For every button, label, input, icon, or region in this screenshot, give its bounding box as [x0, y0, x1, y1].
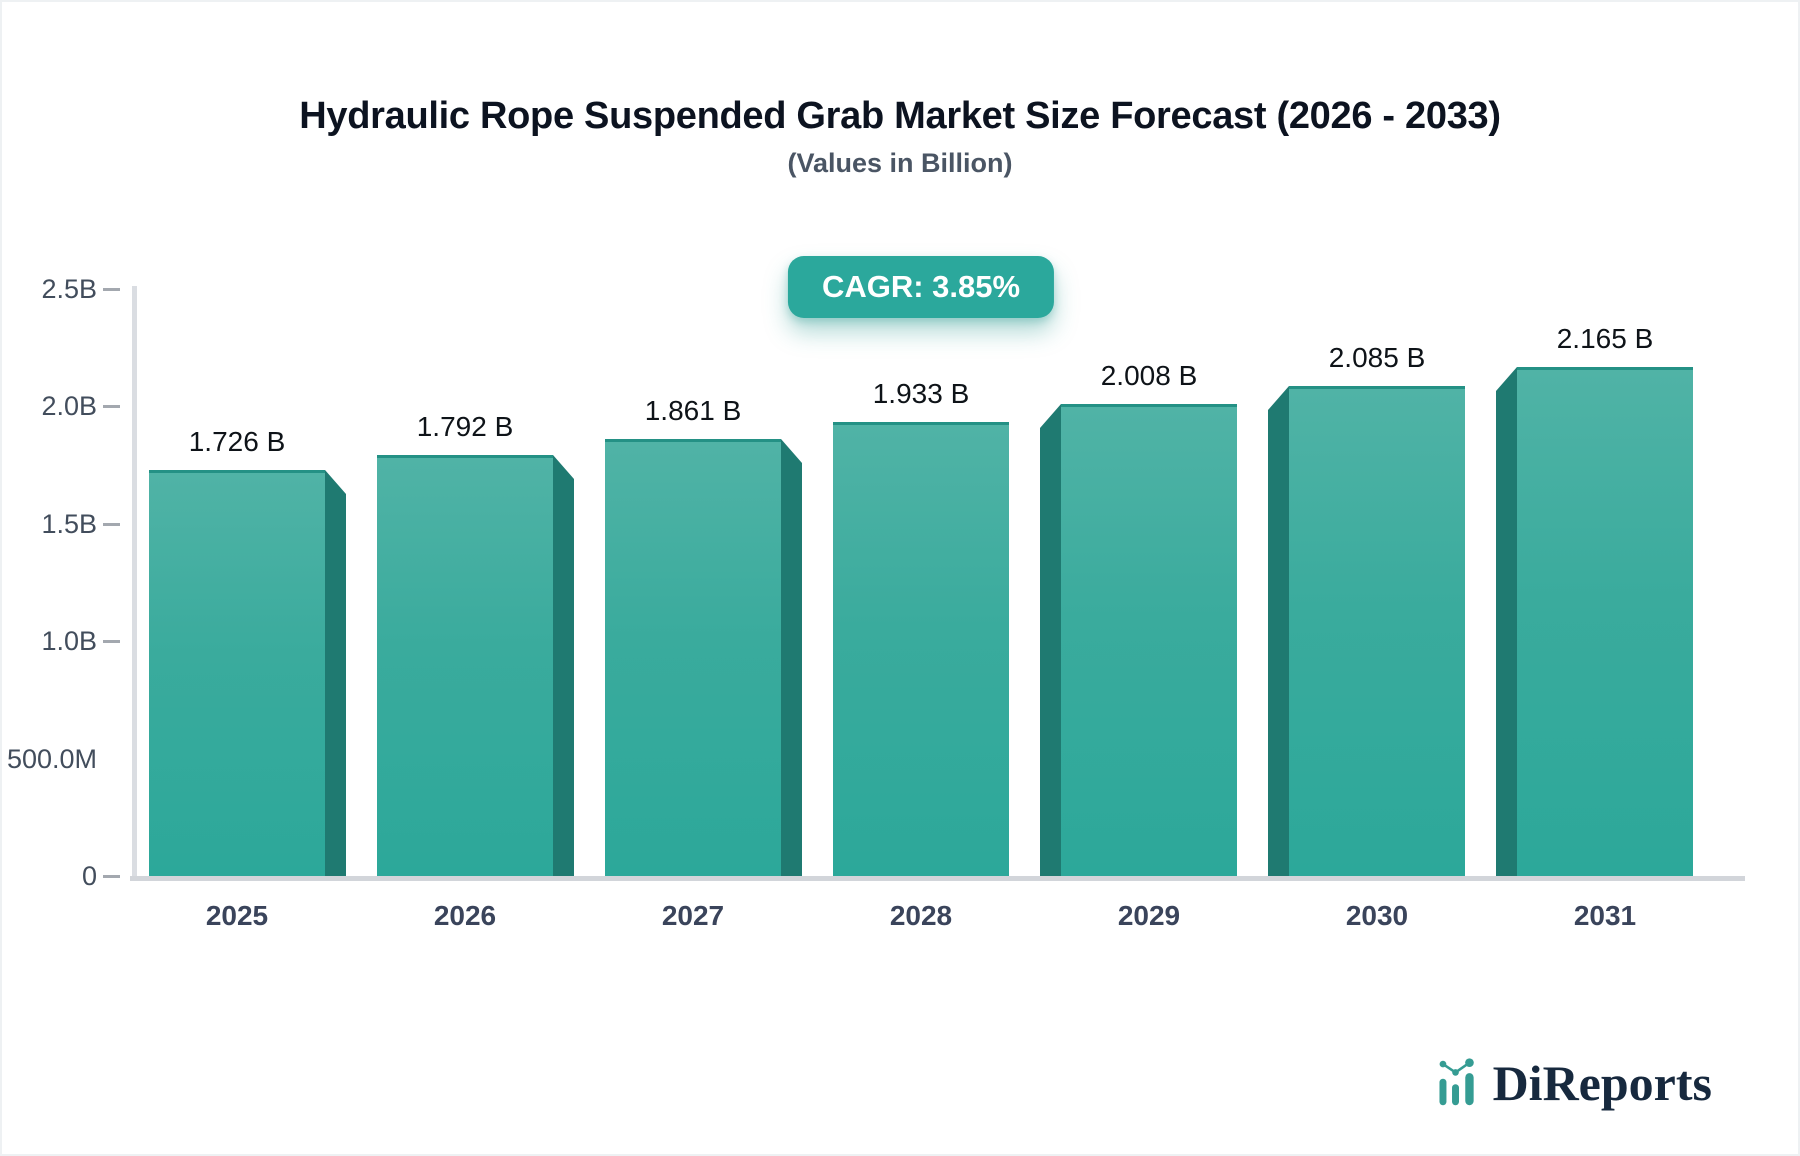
bar-2027[interactable]	[605, 439, 781, 876]
bar-value-label: 1.861 B	[644, 395, 742, 426]
y-tick-mark	[103, 640, 120, 643]
x-axis-label-2028: 2028	[889, 900, 953, 931]
y-axis-line	[132, 286, 137, 878]
x-axis-label-2026: 2026	[433, 900, 497, 931]
bar-2025[interactable]	[149, 470, 325, 876]
bar-2026[interactable]	[377, 455, 553, 876]
y-tick-mark	[103, 405, 120, 408]
bar-2029[interactable]	[1061, 404, 1237, 876]
y-tick-mark	[103, 287, 120, 291]
bar-2028[interactable]	[833, 422, 1009, 876]
y-tick-mark	[103, 522, 120, 526]
bar-value-label: 1.933 B	[872, 378, 970, 409]
cagr-badge: CAGR: 3.85%	[787, 256, 1055, 318]
bar-value-label: 2.085 B	[1328, 342, 1426, 373]
x-axis-label-2025: 2025	[205, 900, 269, 931]
y-tick-label: 1.5B	[41, 508, 97, 539]
y-tick-label: 0	[81, 861, 97, 891]
bar-side-2031	[1496, 367, 1517, 876]
y-tick-label: 2.0B	[41, 391, 97, 421]
bar-side-2026	[553, 455, 574, 876]
cagr-badge-label: CAGR: 3.85%	[821, 269, 1021, 304]
brand-logo-icon	[1439, 1058, 1474, 1106]
x-axis-label-2029: 2029	[1117, 900, 1181, 931]
y-tick-mark	[103, 875, 120, 878]
bar-side-2029	[1040, 404, 1061, 876]
x-axis-line	[130, 876, 1745, 881]
chart-subtitle: (Values in Billion)	[787, 148, 1013, 178]
bar-side-2025	[325, 470, 346, 876]
y-tick-label: 2.5B	[41, 273, 97, 304]
bar-2030[interactable]	[1289, 386, 1465, 876]
bar-side-2030	[1268, 386, 1289, 876]
y-tick-label: 500.0M	[6, 743, 97, 774]
bar-2031[interactable]	[1517, 367, 1693, 876]
bar-value-label: 1.726 B	[188, 426, 286, 457]
brand-logo: DiReports	[1431, 1055, 1712, 1108]
brand-name: DiReports	[1492, 1055, 1712, 1111]
chart-title: Hydraulic Rope Suspended Grab Market Siz…	[299, 95, 1501, 137]
bar-value-label: 1.792 B	[416, 411, 514, 442]
x-axis-label-2027: 2027	[661, 900, 725, 931]
x-axis-label-2030: 2030	[1345, 900, 1409, 931]
bar-value-label: 2.008 B	[1100, 360, 1198, 391]
bar-side-2027	[781, 439, 802, 876]
bar-value-label: 2.165 B	[1556, 323, 1654, 354]
y-tick-label: 1.0B	[41, 626, 97, 656]
x-axis-label-2031: 2031	[1573, 900, 1637, 931]
